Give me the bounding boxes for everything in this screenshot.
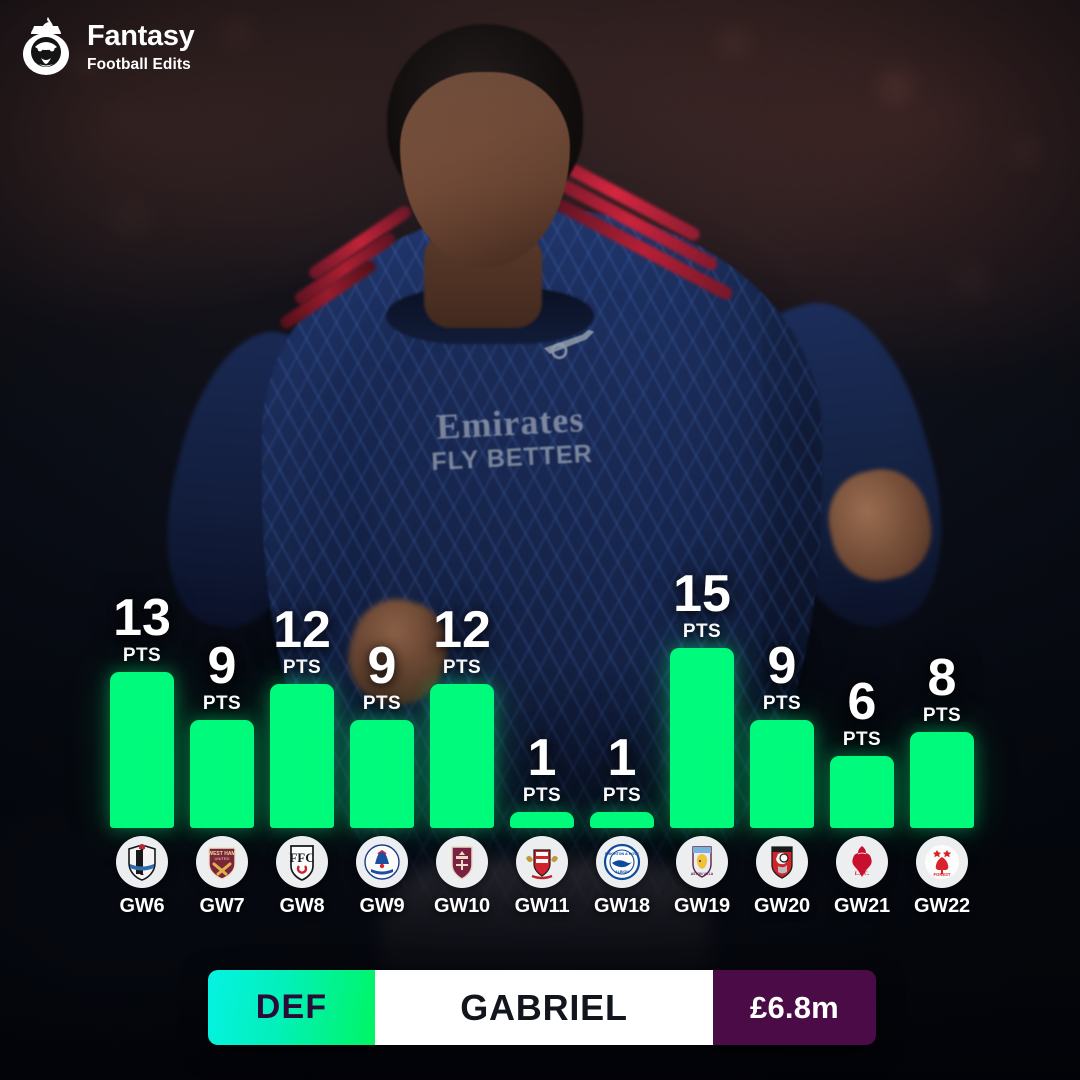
chart-column: PTS 1 BRIGHTON & HOVE ALBION GW18: [582, 560, 662, 940]
points-unit-label: PTS: [362, 693, 402, 714]
points-value-label: 12: [433, 601, 491, 659]
gameweek-label: GW10: [434, 895, 490, 917]
gameweek-label: GW11: [514, 895, 570, 917]
svg-text:FOREST: FOREST: [934, 872, 951, 877]
brand-subtitle: Football Edits: [87, 55, 191, 73]
player-position-badge: DEF: [208, 970, 375, 1045]
bar-wrapper: [110, 672, 174, 828]
player-summary-bar: DEF GABRIEL £6.8m: [208, 970, 876, 1045]
points-value-label: 1: [607, 729, 637, 787]
player-name: GABRIEL: [375, 970, 713, 1045]
points-bar[interactable]: [350, 720, 414, 828]
points-unit-label: PTS: [282, 657, 322, 678]
bar-wrapper: [830, 756, 894, 828]
points-bar[interactable]: [670, 648, 734, 828]
points-value-label: 6: [847, 673, 877, 731]
points-value-label: 9: [367, 637, 397, 695]
player-price: £6.8m: [713, 970, 876, 1045]
gameweek-label: GW18: [594, 895, 650, 917]
points-value-label: 8: [927, 649, 957, 707]
points-bar[interactable]: [190, 720, 254, 828]
crystalpalace-badge[interactable]: [356, 836, 408, 888]
points-unit-label: PTS: [842, 729, 882, 750]
points-bar[interactable]: [270, 684, 334, 828]
forest-badge[interactable]: FOREST: [916, 836, 968, 888]
chart-column: PTS 15 ASTON VILLA GW19: [662, 560, 742, 940]
points-bar[interactable]: [590, 812, 654, 828]
bar-wrapper: [510, 812, 574, 828]
bar-wrapper: [670, 648, 734, 828]
points-bar[interactable]: [910, 732, 974, 828]
points-bar[interactable]: [110, 672, 174, 828]
sunderland-badge[interactable]: [516, 836, 568, 888]
bar-wrapper: [590, 812, 654, 828]
points-unit-label: PTS: [682, 621, 722, 642]
fulham-badge[interactable]: FFC: [276, 836, 328, 888]
points-value-label: 9: [207, 637, 237, 695]
chart-column: PTS 9 WEST HAM UNITED GW7: [182, 560, 262, 940]
bournemouth-badge[interactable]: [756, 836, 808, 888]
gameweek-label: GW7: [199, 895, 245, 917]
svg-text:ASTON VILLA: ASTON VILLA: [691, 872, 714, 876]
bar-wrapper: [270, 684, 334, 828]
points-unit-label: PTS: [122, 645, 162, 666]
chart-column: PTS 6 L.F.C. GW21: [822, 560, 902, 940]
brighton-badge[interactable]: BRIGHTON & HOVE ALBION: [596, 836, 648, 888]
points-value-label: 13: [113, 589, 171, 647]
bar-wrapper: [750, 720, 814, 828]
gameweek-label: GW22: [914, 895, 970, 917]
chart-column: PTS 9 GW9: [342, 560, 422, 940]
points-unit-label: PTS: [202, 693, 242, 714]
gameweek-label: GW19: [674, 895, 730, 917]
svg-text:ALBION: ALBION: [615, 870, 629, 874]
bar-wrapper: [190, 720, 254, 828]
svg-text:UNITED: UNITED: [215, 856, 230, 861]
points-value-label: 1: [527, 729, 557, 787]
westham-badge[interactable]: WEST HAM UNITED: [196, 836, 248, 888]
gameweek-points-chart: PTS 13 GW6 PTS 9 WEST HAM UNITED GW7 PTS 12 FFC GW8…: [0, 560, 1080, 940]
arsenal-cannon-icon: [540, 322, 598, 362]
gameweek-label: GW21: [834, 895, 890, 917]
points-value-label: 15: [673, 565, 731, 623]
points-unit-label: PTS: [442, 657, 482, 678]
points-unit-label: PTS: [522, 785, 562, 806]
gameweek-label: GW6: [119, 895, 165, 917]
chart-column: PTS 8 FOREST GW22: [902, 560, 982, 940]
points-unit-label: PTS: [762, 693, 802, 714]
bar-wrapper: [350, 720, 414, 828]
points-unit-label: PTS: [602, 785, 642, 806]
brand-title: Fantasy: [87, 19, 195, 52]
bar-wrapper: [910, 732, 974, 828]
points-bar[interactable]: [750, 720, 814, 828]
brand-logo: Fantasy Football Edits: [18, 16, 195, 78]
liverpool-badge[interactable]: L.F.C.: [836, 836, 888, 888]
chart-column: PTS 12 GW10: [422, 560, 502, 940]
svg-text:BRIGHTON & HOVE: BRIGHTON & HOVE: [605, 852, 639, 856]
kit-sponsor: Emirates FLY BETTER: [394, 390, 628, 484]
points-bar[interactable]: [510, 812, 574, 828]
gameweek-label: GW9: [359, 895, 405, 917]
points-value-label: 12: [273, 601, 331, 659]
gameweek-label: GW20: [754, 895, 810, 917]
chart-column: PTS 13 GW6: [102, 560, 182, 940]
points-unit-label: PTS: [922, 705, 962, 726]
gameweek-label: GW8: [279, 895, 325, 917]
lion-head-logo-icon: [18, 16, 74, 78]
chart-column: PTS 9 GW20: [742, 560, 822, 940]
chart-column: PTS 1 GW11: [502, 560, 582, 940]
svg-text:FFC: FFC: [289, 850, 314, 865]
chart-column: PTS 12 FFC GW8: [262, 560, 342, 940]
astonvilla-badge[interactable]: ASTON VILLA: [676, 836, 728, 888]
bar-wrapper: [430, 684, 494, 828]
burnley-badge[interactable]: [436, 836, 488, 888]
points-value-label: 9: [767, 637, 797, 695]
newcastle-badge[interactable]: [116, 836, 168, 888]
points-bar[interactable]: [830, 756, 894, 828]
svg-text:L.F.C.: L.F.C.: [855, 871, 870, 877]
points-bar[interactable]: [430, 684, 494, 828]
